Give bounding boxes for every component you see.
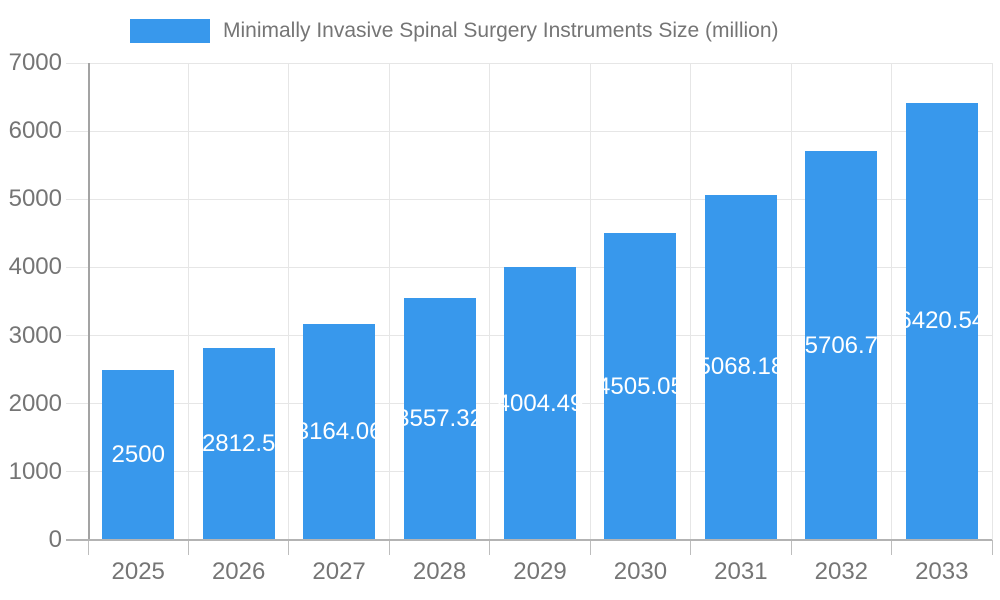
y-axis-tick-label: 7000 [8, 49, 62, 76]
bar-value-label: 4004.49 [496, 389, 584, 417]
y-axis-tick-label: 4000 [8, 253, 62, 281]
y-axis-tick-label: 3000 [8, 321, 62, 349]
gridline-v [991, 63, 993, 540]
x-axis-tick-label: 2028 [412, 558, 467, 585]
gridline-v [187, 63, 189, 540]
x-axis-tick-label: 2026 [211, 558, 266, 585]
bar-value-label: 5706.7 [804, 331, 879, 359]
bar-value-label: 2812.5 [201, 430, 276, 458]
gridline-v [388, 63, 390, 540]
bar-value-label: 3164.06 [295, 418, 383, 446]
bar-2033[interactable]: 6420.54 [898, 102, 985, 540]
x-axis-tick-label: 2027 [312, 558, 366, 585]
x-axis-tick [388, 540, 390, 555]
y-axis-tick-label: 1000 [8, 457, 62, 485]
bar-value-label: 3557.32 [396, 404, 483, 432]
gridline-h [88, 62, 992, 64]
y-axis-tick [66, 266, 88, 268]
bar-value-label: 6420.54 [898, 307, 986, 335]
plot-area: 0 1000 2000 3000 4000 5000 6000 7000 2025 2026 202… [9, 49, 993, 585]
x-axis-tick [288, 540, 290, 555]
bar-value-label: 4505.05 [597, 372, 684, 400]
x-axis-tick [690, 540, 692, 555]
bar-value-label: 5068.18 [697, 353, 785, 381]
y-axis-tick-label: 5000 [8, 185, 62, 213]
bar-2029[interactable]: 4004.49 [497, 267, 583, 540]
x-axis-tick-label: 2030 [613, 558, 668, 585]
bar-2026[interactable]: 2812.5 [201, 348, 276, 540]
gridline-v [489, 63, 491, 540]
y-axis-tick-label: 6000 [8, 117, 62, 145]
y-axis-tick [66, 471, 88, 473]
x-axis-tick [187, 540, 189, 555]
gridline-v [690, 63, 692, 540]
gridline-h [88, 130, 992, 132]
x-axis-tick-label: 2032 [814, 558, 869, 585]
gridline-h [88, 198, 992, 200]
gridline-v [288, 63, 290, 540]
x-axis-tick [790, 540, 792, 555]
y-axis-tick [66, 403, 88, 405]
gridline-v [891, 63, 893, 540]
x-axis-tick [891, 540, 893, 555]
y-axis-line [88, 63, 90, 540]
y-axis-tick-label: 0 [48, 526, 62, 553]
legend-swatch [130, 19, 210, 43]
x-axis-line [66, 539, 992, 541]
bar-value-label: 2500 [111, 440, 165, 468]
bar-2028[interactable]: 3557.32 [396, 297, 483, 540]
bar-2025[interactable]: 2500 [102, 369, 175, 540]
x-axis-tick-label: 2031 [714, 558, 768, 585]
x-axis-tick [489, 540, 491, 555]
bar-2031[interactable]: 5068.18 [697, 194, 784, 540]
x-axis-tick [87, 540, 89, 555]
y-axis-tick [66, 198, 88, 200]
y-axis-tick [66, 62, 88, 64]
bar-2032[interactable]: 5706.7 [804, 151, 879, 540]
x-axis-tick [589, 540, 591, 555]
bar-2027[interactable]: 3164.06 [296, 324, 382, 540]
gridline-v [589, 63, 591, 540]
y-axis-tick [66, 130, 88, 132]
y-axis-tick [66, 335, 88, 337]
x-axis-tick-label: 2025 [111, 558, 165, 585]
x-axis-tick-label: 2033 [915, 558, 969, 585]
x-axis-tick-label: 2029 [513, 558, 567, 585]
chart-title: Minimally Invasive Spinal Surgery Instru… [223, 19, 779, 42]
gridline-v [790, 63, 792, 540]
bar-2030[interactable]: 4505.05 [597, 233, 684, 540]
y-axis-tick-label: 2000 [8, 389, 62, 417]
chart-legend: Minimally Invasive Spinal Surgery Instru… [130, 17, 779, 45]
x-axis-tick [991, 540, 993, 555]
